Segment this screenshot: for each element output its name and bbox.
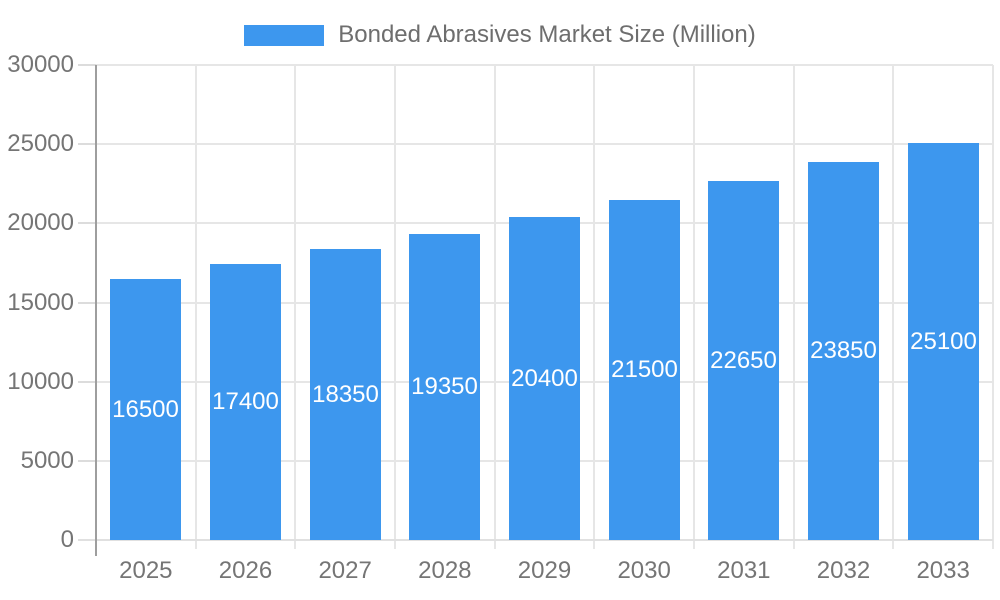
y-axis-tick [78,460,96,462]
bar-value-label: 22650 [710,346,777,374]
bar-value-label: 18350 [312,380,379,408]
gridline-horizontal [96,64,993,66]
x-axis-tick-label: 2026 [218,557,273,584]
legend-item[interactable]: Bonded Abrasives Market Size (Million) [244,21,756,49]
y-axis-tick-label: 15000 [7,288,74,316]
bar-2027[interactable]: 18350 [310,249,381,540]
bar-value-label: 17400 [212,388,279,415]
gridline-vertical [294,65,296,549]
gridline-vertical [593,65,595,549]
x-axis-tick-label: 2031 [717,557,771,584]
bar-value-label: 19350 [411,373,478,400]
x-axis-tick-label: 2030 [617,557,671,584]
bar-value-label: 21500 [611,356,678,383]
x-axis-tick-label: 2027 [318,557,372,584]
y-axis-line [95,65,97,556]
gridline-vertical [195,65,197,549]
y-axis-tick [78,222,96,224]
y-axis-tick [78,64,96,66]
gridline-vertical [394,65,396,549]
x-axis-tick-label: 2028 [418,557,472,584]
bar-2030[interactable]: 21500 [609,200,680,540]
y-axis-tick [78,381,96,383]
gridline-horizontal [96,143,993,145]
gridline-vertical [793,65,795,549]
y-axis-tick-label: 0 [60,526,74,553]
y-axis-tick-label: 5000 [20,446,74,474]
bar-value-label: 25100 [910,327,977,355]
y-axis-tick [78,143,96,145]
bar-2025[interactable]: 16500 [110,279,181,540]
bar-2031[interactable]: 22650 [708,181,779,540]
bar-2032[interactable]: 23850 [808,162,879,540]
bar-value-label: 23850 [810,337,877,364]
bar-value-label: 20400 [511,364,578,392]
y-axis-tick [78,302,96,304]
x-axis-tick-label: 2033 [916,557,970,584]
bar-2028[interactable]: 19350 [409,234,480,540]
y-axis-tick-label: 25000 [7,130,74,158]
legend-swatch [244,24,325,46]
x-axis-tick-label: 2029 [517,557,572,584]
x-axis-tick-label: 2032 [816,557,871,584]
gridline-vertical [494,65,496,549]
gridline-vertical [992,65,994,549]
bar-2026[interactable]: 17400 [210,264,281,540]
legend-label: Bonded Abrasives Market Size (Million) [338,21,756,48]
bar-2033[interactable]: 25100 [908,143,979,540]
bar-value-label: 16500 [112,395,179,423]
gridline-vertical [693,65,695,549]
legend: Bonded Abrasives Market Size (Million) [0,21,1000,49]
x-axis-line [78,539,993,541]
x-axis-tick-label: 2025 [119,557,173,584]
y-axis-tick-label: 20000 [7,209,74,237]
bar-2029[interactable]: 20400 [509,217,580,540]
y-axis-tick-label: 30000 [7,51,74,78]
y-axis-tick-label: 10000 [7,367,74,395]
gridline-vertical [892,65,894,549]
